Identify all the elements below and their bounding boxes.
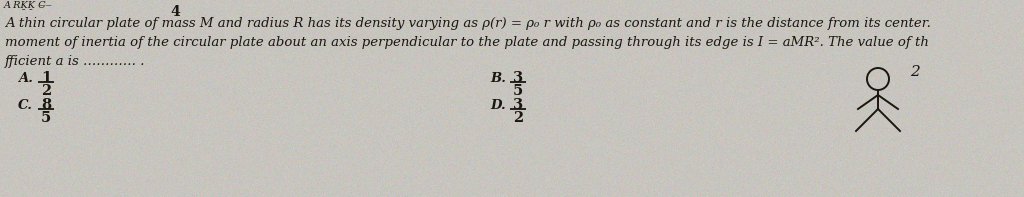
Text: A thin circular plate of mass M and radius R has its density varying as ρ(r) = ρ: A thin circular plate of mass M and radi… [5,17,931,30]
Text: 5: 5 [513,84,523,98]
Text: A RḴḴ C̶̶̶̶  ̶̶̶̶̶̶: A RḴḴ C̶̶̶̶ ̶̶̶̶̶̶ [4,0,53,9]
Text: 2: 2 [41,84,51,98]
Text: B.: B. [490,72,506,85]
Text: moment of inertia of the circular plate about an axis perpendicular to the plate: moment of inertia of the circular plate … [5,36,929,49]
Text: 2: 2 [513,111,523,125]
Text: 1: 1 [41,71,51,85]
Text: fficient a is ………… .: fficient a is ………… . [5,55,145,68]
Text: 8: 8 [41,98,51,112]
Text: D.: D. [490,99,506,112]
Text: C.: C. [18,99,33,112]
Text: 2: 2 [910,65,920,79]
Text: 5: 5 [41,111,51,125]
Text: 4: 4 [170,5,180,19]
Text: 3: 3 [513,98,523,112]
Text: A.: A. [18,72,33,85]
Text: 3: 3 [513,71,523,85]
